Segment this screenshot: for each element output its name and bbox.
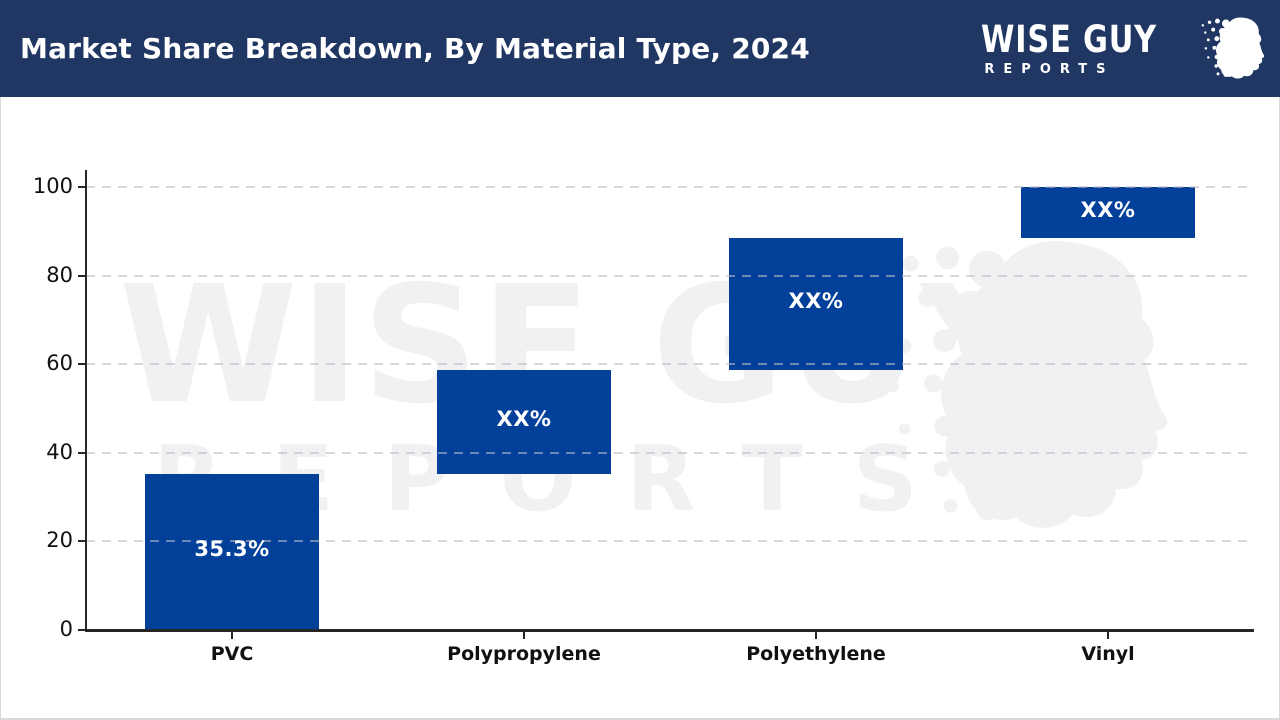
x-tick xyxy=(523,632,525,639)
x-axis-label: Vinyl xyxy=(1081,643,1135,665)
y-tick xyxy=(78,186,86,188)
bar-value-label: 35.3% xyxy=(194,536,270,561)
grid-line xyxy=(86,363,1254,366)
y-tick xyxy=(78,629,86,631)
x-tick xyxy=(231,632,233,639)
y-tick xyxy=(78,540,86,543)
y-tick-label: 100 xyxy=(32,174,73,198)
logo-wordmark: WISE GUY xyxy=(981,18,1158,61)
bar xyxy=(729,238,903,370)
y-tick-label: 80 xyxy=(46,262,73,287)
bar-value-label: XX% xyxy=(1080,197,1136,222)
grid-line xyxy=(86,451,1254,454)
chart-title: Market Share Breakdown, By Material Type… xyxy=(20,32,810,65)
header: Market Share Breakdown, By Material Type… xyxy=(0,0,1280,97)
grid-line xyxy=(86,186,1254,188)
y-tick-label: 20 xyxy=(46,528,73,553)
logo-reports-label: REPORTS xyxy=(984,62,1115,77)
logo-text: WISE GUY REPORTS xyxy=(981,21,1196,76)
bar xyxy=(145,473,319,630)
bar xyxy=(1021,187,1195,239)
y-tick-label: 60 xyxy=(46,351,73,376)
grid-line xyxy=(86,540,1254,543)
y-tick xyxy=(78,274,86,277)
bar-value-label: XX% xyxy=(496,406,552,431)
y-tick xyxy=(78,363,86,366)
y-tick xyxy=(78,451,86,454)
head-profile-logo-icon xyxy=(1201,17,1265,79)
x-axis-label: Polypropylene xyxy=(447,643,601,665)
plot-region: WISE GUY REPORTS 0 20 40 60 80 100 35.3% PVC XX%… xyxy=(0,97,1280,720)
plot: 0 20 40 60 80 100 35.3% PVC XX% Polypropylene XX% P… xyxy=(1,97,1279,718)
wiseguy-logo: WISE GUY REPORTS xyxy=(981,16,1266,82)
x-tick xyxy=(815,632,817,639)
x-axis-line xyxy=(85,629,1254,632)
x-axis-label: PVC xyxy=(210,643,254,665)
x-tick xyxy=(1107,632,1109,639)
x-axis-label: Polyethylene xyxy=(746,643,886,665)
y-tick-label: 40 xyxy=(46,439,73,464)
grid-line xyxy=(86,274,1254,277)
y-tick-label: 0 xyxy=(59,617,73,641)
bar xyxy=(437,369,611,474)
y-axis-line xyxy=(85,170,87,632)
bar-value-label: XX% xyxy=(788,288,844,313)
